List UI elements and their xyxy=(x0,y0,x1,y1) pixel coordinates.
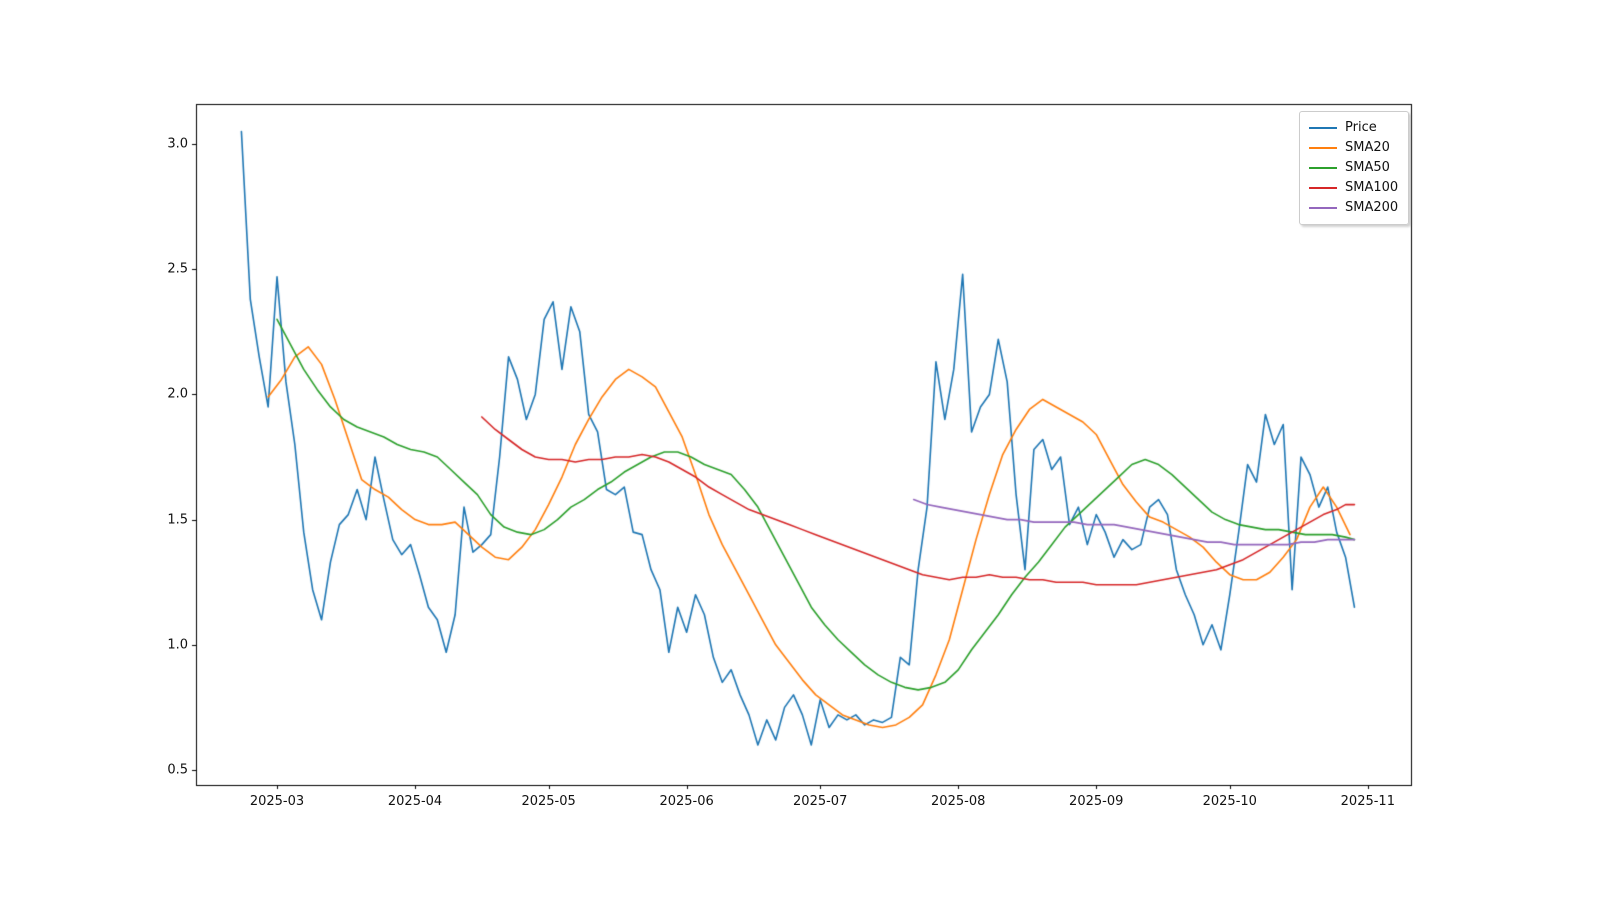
legend-label-price: Price xyxy=(1345,120,1377,135)
legend-label-sma100: SMA100 xyxy=(1345,180,1399,195)
legend-line-price xyxy=(1309,127,1337,129)
legend-line-sma20 xyxy=(1309,147,1337,149)
legend-item-sma100: SMA100 xyxy=(1309,178,1398,198)
legend-item-sma200: SMA200 xyxy=(1309,198,1398,218)
legend-label-sma50: SMA50 xyxy=(1345,160,1390,175)
legend: Price SMA20 SMA50 SMA100 SMA200 xyxy=(1299,111,1410,225)
legend-item-sma50: SMA50 xyxy=(1309,158,1398,178)
legend-item-price: Price xyxy=(1309,118,1398,138)
legend-line-sma200 xyxy=(1309,207,1337,209)
legend-item-sma20: SMA20 xyxy=(1309,138,1398,158)
legend-label-sma20: SMA20 xyxy=(1345,140,1390,155)
legend-label-sma200: SMA200 xyxy=(1345,200,1399,215)
legend-line-sma50 xyxy=(1309,167,1337,169)
legend-line-sma100 xyxy=(1309,187,1337,189)
